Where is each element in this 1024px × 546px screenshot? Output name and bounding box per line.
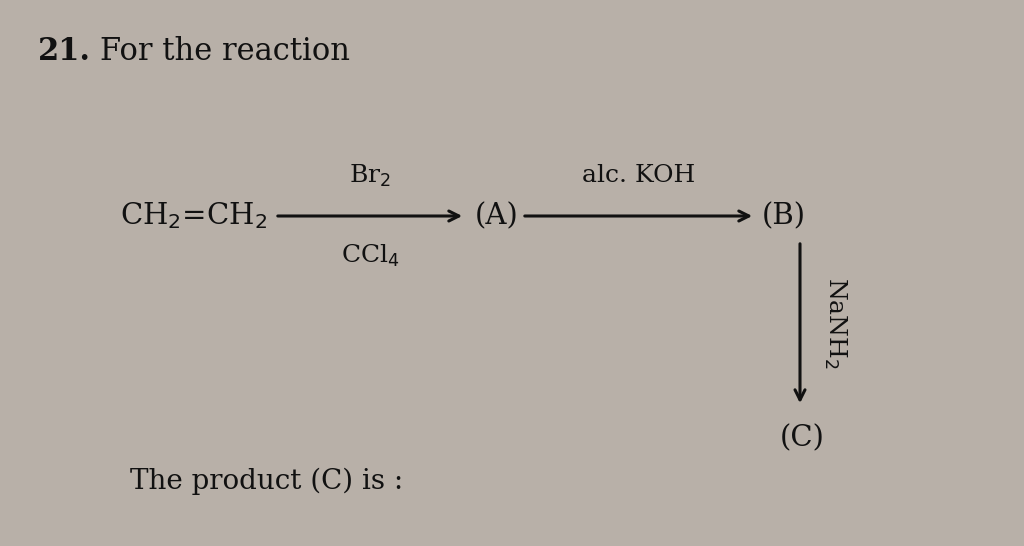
Text: 21.: 21.	[38, 36, 91, 67]
Text: NaNH$_2$: NaNH$_2$	[822, 277, 848, 370]
Text: (C): (C)	[780, 424, 825, 452]
Text: CH$_2$=CH$_2$: CH$_2$=CH$_2$	[120, 200, 267, 232]
Text: alc. KOH: alc. KOH	[582, 164, 695, 187]
Text: CCl$_4$: CCl$_4$	[341, 243, 399, 269]
Text: For the reaction: For the reaction	[100, 36, 350, 67]
Text: Br$_2$: Br$_2$	[349, 163, 391, 189]
Text: (A): (A)	[475, 202, 519, 230]
Text: The product (C) is :: The product (C) is :	[130, 467, 403, 495]
Text: (B): (B)	[762, 202, 806, 230]
